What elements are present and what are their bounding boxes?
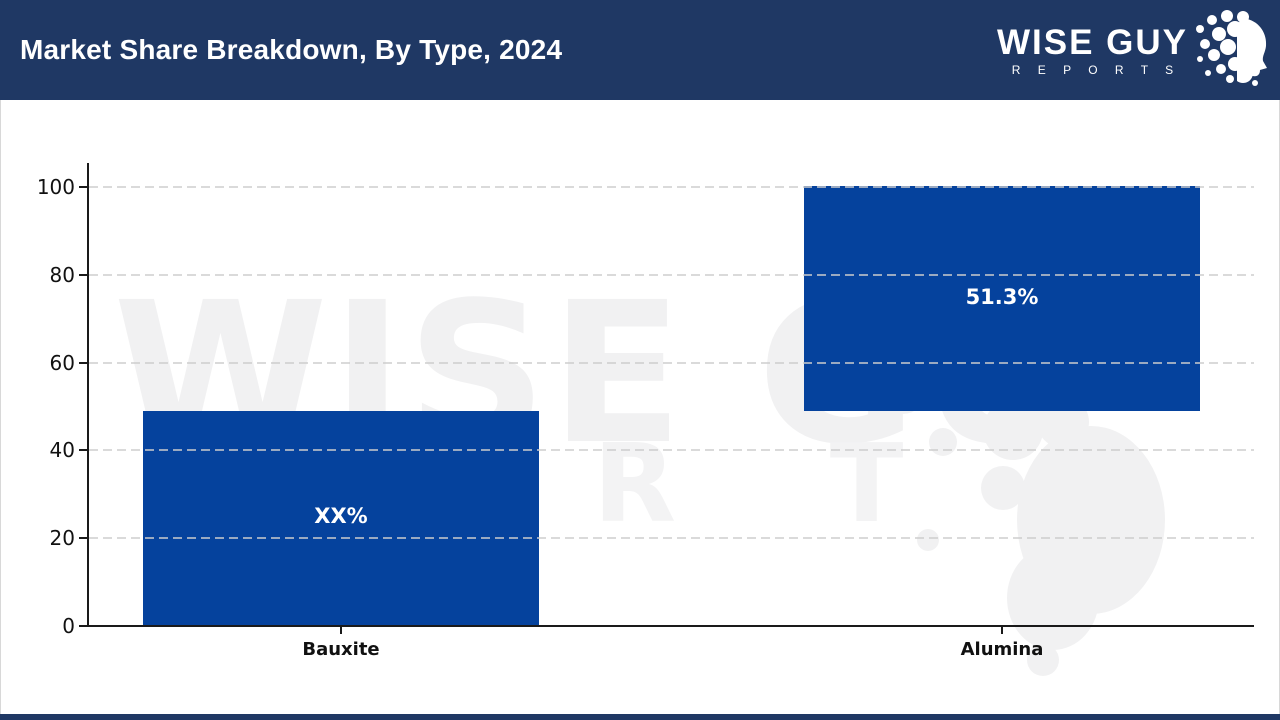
y-tick-label: 40 [49,438,75,463]
y-tick-label: 80 [49,262,75,287]
logo-subtitle: R E P O R T S [1011,62,1181,77]
y-tick-mark [79,625,87,627]
footer-bar [0,714,1280,720]
gridline [89,449,1254,452]
x-category-label: Alumina [960,639,1044,660]
bar-alumina [804,186,1200,412]
y-tick-mark [79,186,87,188]
bar-value-label: XX% [314,504,368,529]
bar-bauxite [143,411,539,625]
gridline [89,273,1254,276]
y-tick-mark [79,273,87,276]
y-tick-label: 100 [36,175,75,199]
x-category-label: Bauxite [302,639,380,660]
y-tick-label: 0 [62,614,75,638]
x-tick-mark [1001,627,1003,634]
x-tick-mark [340,627,342,634]
gridline [89,537,1254,540]
gridline [89,361,1254,364]
logo-wordmark: WISE GUY [996,22,1188,62]
y-axis-line [87,163,89,627]
page-title: Market Share Breakdown, By Type, 2024 [20,34,563,65]
logo-face-icon [1196,10,1267,86]
header-bar: Market Share Breakdown, By Type, 2024 WI… [0,0,1280,100]
y-tick-label: 60 [49,350,75,375]
x-axis-line [87,625,1254,627]
gridline [89,186,1254,188]
y-tick-mark [79,449,87,452]
bar-value-label: 51.3% [965,284,1039,309]
chart-area: WISE GU R T S 0 20 40 60 80 100 XX% Bauxite 51.3… [0,100,1280,714]
logo-text: WISE GUY R E P O R T S [997,25,1188,76]
wiseguy-logo: WISE GUY R E P O R T S [997,9,1268,91]
y-tick-label: 20 [49,526,75,551]
plot-area: 0 20 40 60 80 100 XX% Bauxite 51.3% Alumina [1,100,1279,714]
y-tick-mark [79,537,87,540]
y-tick-mark [79,361,87,364]
